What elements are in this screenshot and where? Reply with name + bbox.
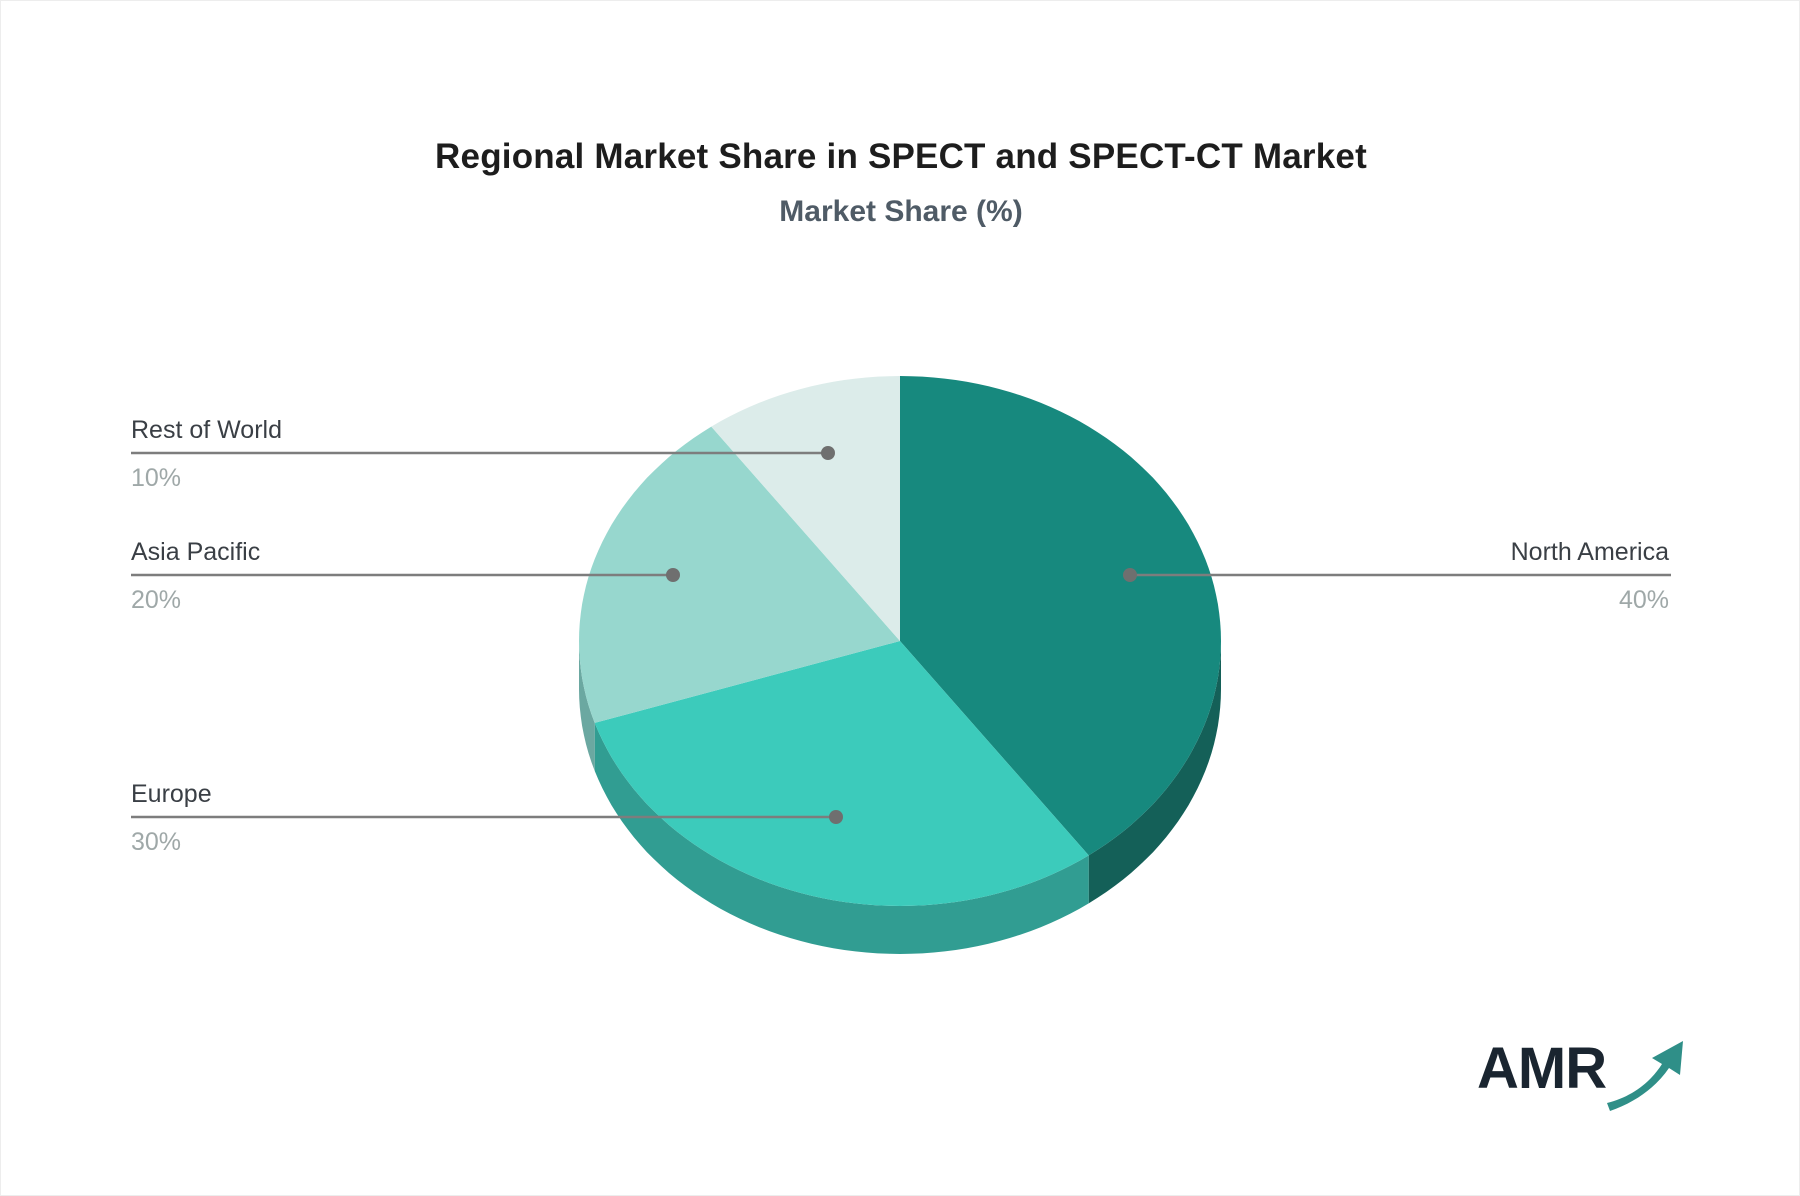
chart-subtitle: Market Share (%) <box>779 195 1023 228</box>
leader-dot-rest-of-world <box>821 446 835 460</box>
pie-slice-europe <box>594 641 1089 906</box>
label-europe: Europe <box>131 780 212 808</box>
pie-slice-side-north-america <box>1088 641 1221 904</box>
leader-dot-north-america <box>1123 568 1137 582</box>
pie-slice-asia-pacific <box>579 426 900 723</box>
label-rest-of-world: Rest of World <box>131 416 282 444</box>
leader-dot-asia-pacific <box>666 568 680 582</box>
pie-slice-side-europe <box>594 722 1089 954</box>
label-asia-pacific: Asia Pacific <box>131 538 261 566</box>
value-asia-pacific: 20% <box>131 586 182 614</box>
chart-title: Regional Market Share in SPECT and SPECT… <box>435 137 1367 176</box>
leader-dot-europe <box>829 810 843 824</box>
value-north-america: 40% <box>1618 586 1669 614</box>
label-north-america: North America <box>1510 538 1669 566</box>
pie-slice-rest-of-world <box>711 376 900 641</box>
amr-logo-text: AMR <box>1477 1036 1607 1101</box>
pie-slice-side-asia-pacific <box>579 641 595 771</box>
amr-logo: AMR <box>1477 1033 1683 1117</box>
amr-logo-arrow-icon <box>1607 1041 1683 1111</box>
pie-slice-north-america <box>900 376 1221 856</box>
value-europe: 30% <box>131 828 182 856</box>
value-rest-of-world: 10% <box>131 464 182 492</box>
